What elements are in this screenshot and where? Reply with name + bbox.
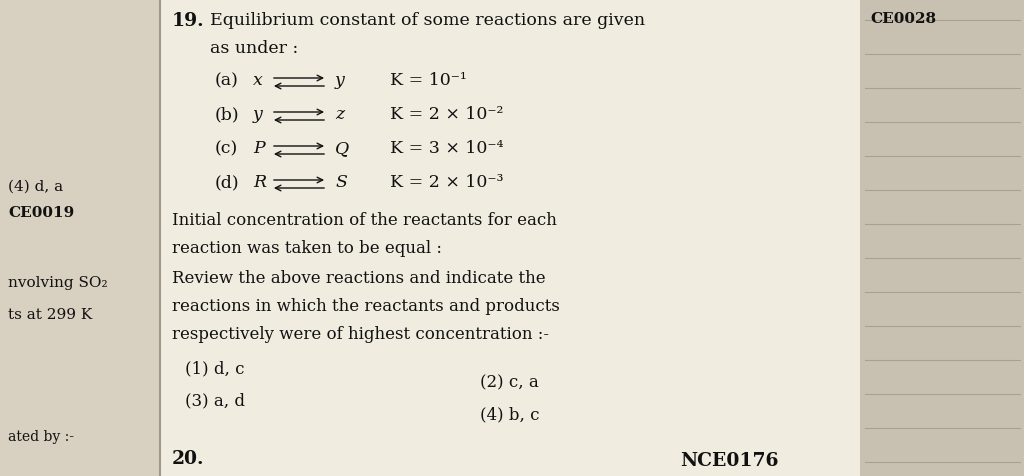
Text: (a): (a) — [215, 72, 239, 89]
Text: (1) d, c: (1) d, c — [185, 360, 245, 377]
Text: y: y — [253, 106, 263, 123]
Text: Review the above reactions and indicate the: Review the above reactions and indicate … — [172, 270, 546, 287]
Text: reactions in which the reactants and products: reactions in which the reactants and pro… — [172, 298, 560, 315]
Text: ts at 299 K: ts at 299 K — [8, 308, 92, 322]
Text: ated by :-: ated by :- — [8, 430, 74, 444]
Text: CE0028: CE0028 — [870, 12, 936, 26]
Text: CE0019: CE0019 — [8, 206, 75, 220]
Text: as under :: as under : — [210, 40, 298, 57]
Text: 20.: 20. — [172, 450, 205, 468]
Text: reaction was taken to be equal :: reaction was taken to be equal : — [172, 240, 442, 257]
Text: K = 2 × 10⁻³: K = 2 × 10⁻³ — [390, 174, 504, 191]
Text: (b): (b) — [215, 106, 240, 123]
Text: R: R — [253, 174, 266, 191]
Text: (4) d, a: (4) d, a — [8, 180, 63, 194]
Text: respectively were of highest concentration :-: respectively were of highest concentrati… — [172, 326, 549, 343]
Text: z: z — [335, 106, 344, 123]
Text: Q: Q — [335, 140, 349, 157]
Text: NCE0176: NCE0176 — [680, 452, 778, 470]
Text: x: x — [253, 72, 263, 89]
Text: (3) a, d: (3) a, d — [185, 392, 245, 409]
Text: (2) c, a: (2) c, a — [480, 374, 539, 391]
Text: K = 2 × 10⁻²: K = 2 × 10⁻² — [390, 106, 504, 123]
Text: 19.: 19. — [172, 12, 205, 30]
Polygon shape — [860, 0, 1024, 476]
Text: Equilibrium constant of some reactions are given: Equilibrium constant of some reactions a… — [210, 12, 645, 29]
Text: nvolving SO₂: nvolving SO₂ — [8, 276, 108, 290]
Text: K = 10⁻¹: K = 10⁻¹ — [390, 72, 467, 89]
Text: K = 3 × 10⁻⁴: K = 3 × 10⁻⁴ — [390, 140, 504, 157]
Text: Initial concentration of the reactants for each: Initial concentration of the reactants f… — [172, 212, 557, 229]
Polygon shape — [0, 0, 160, 476]
Text: (c): (c) — [215, 140, 239, 157]
Polygon shape — [160, 0, 860, 476]
Text: (4) b, c: (4) b, c — [480, 406, 540, 423]
Text: y: y — [335, 72, 345, 89]
Text: P: P — [253, 140, 265, 157]
Text: S: S — [335, 174, 347, 191]
Text: (d): (d) — [215, 174, 240, 191]
